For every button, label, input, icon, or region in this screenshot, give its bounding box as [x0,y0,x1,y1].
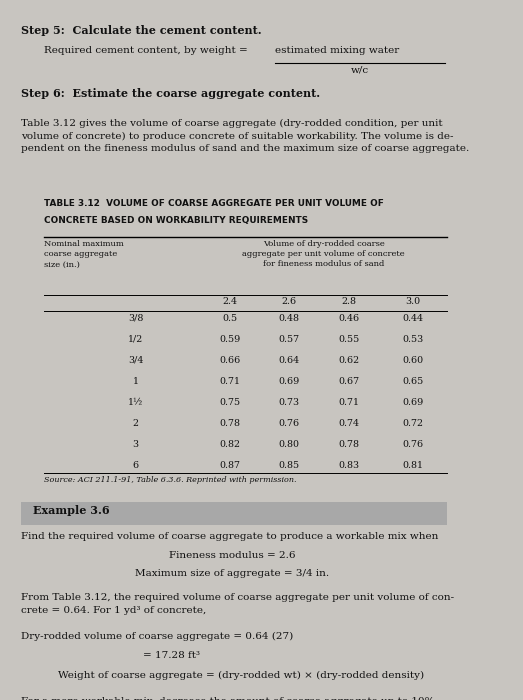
Text: 0.85: 0.85 [279,461,300,470]
Text: Maximum size of aggregate = 3/4 in.: Maximum size of aggregate = 3/4 in. [135,569,329,578]
Text: Required cement content, by weight =: Required cement content, by weight = [44,46,248,55]
Text: 0.66: 0.66 [219,356,240,365]
Text: 0.78: 0.78 [338,440,359,449]
Text: 1/2: 1/2 [128,335,143,344]
Text: 3: 3 [133,440,139,449]
Text: 0.87: 0.87 [219,461,240,470]
Text: Find the required volume of coarse aggregate to produce a workable mix when: Find the required volume of coarse aggre… [21,532,438,541]
Text: Volume of dry-rodded coarse
aggregate per unit volume of concrete
for fineness m: Volume of dry-rodded coarse aggregate pe… [242,239,405,269]
FancyBboxPatch shape [21,501,447,524]
Text: 0.65: 0.65 [402,377,424,386]
Text: 2.8: 2.8 [342,297,356,306]
Text: 0.57: 0.57 [279,335,300,344]
Text: From Table 3.12, the required volume of coarse aggregate per unit volume of con-: From Table 3.12, the required volume of … [21,594,454,615]
Text: 0.81: 0.81 [403,461,424,470]
Text: = 17.28 ft³: = 17.28 ft³ [143,651,200,660]
Text: 2.6: 2.6 [282,297,297,306]
Text: 0.59: 0.59 [219,335,240,344]
Text: 2: 2 [133,419,139,428]
Text: 0.71: 0.71 [219,377,240,386]
Text: 3/8: 3/8 [128,314,143,323]
Text: 1½: 1½ [128,398,143,407]
Text: Dry-rodded volume of coarse aggregate = 0.64 (27): Dry-rodded volume of coarse aggregate = … [21,632,293,641]
Text: CONCRETE BASED ON WORKABILITY REQUIREMENTS: CONCRETE BASED ON WORKABILITY REQUIREMEN… [44,216,308,225]
Text: 0.72: 0.72 [403,419,424,428]
Text: 0.5: 0.5 [222,314,237,323]
Text: 0.74: 0.74 [338,419,359,428]
Text: 0.48: 0.48 [279,314,300,323]
Text: 0.75: 0.75 [219,398,240,407]
Text: Nominal maximum
coarse aggregate
size (in.): Nominal maximum coarse aggregate size (i… [44,239,124,269]
Text: 0.71: 0.71 [338,398,359,407]
Text: Example 3.6: Example 3.6 [32,505,109,517]
Text: 0.82: 0.82 [219,440,240,449]
Text: 0.76: 0.76 [402,440,424,449]
Text: 3/4: 3/4 [128,356,143,365]
Text: Weight of coarse aggregate = (dry-rodded wt) × (dry-rodded density): Weight of coarse aggregate = (dry-rodded… [58,671,424,680]
Text: 0.64: 0.64 [279,356,300,365]
Text: 0.69: 0.69 [279,377,300,386]
Text: 3.0: 3.0 [405,297,420,306]
Text: w/c: w/c [351,65,369,74]
Text: 2.4: 2.4 [222,297,237,306]
Text: 0.76: 0.76 [279,419,300,428]
Text: 1: 1 [133,377,139,386]
Text: 0.69: 0.69 [402,398,424,407]
Text: Step 6:  Estimate the coarse aggregate content.: Step 6: Estimate the coarse aggregate co… [21,88,320,99]
Text: 0.83: 0.83 [338,461,359,470]
Text: Source: ACI 211.1-91, Table 6.3.6. Reprinted with permission.: Source: ACI 211.1-91, Table 6.3.6. Repri… [44,476,297,484]
Text: For a more workable mix, decrease the amount of coarse aggregate up to 10%.: For a more workable mix, decrease the am… [21,697,438,700]
Text: 0.80: 0.80 [279,440,300,449]
Text: TABLE 3.12  VOLUME OF COARSE AGGREGATE PER UNIT VOLUME OF: TABLE 3.12 VOLUME OF COARSE AGGREGATE PE… [44,199,384,208]
Text: 0.73: 0.73 [279,398,300,407]
Text: 0.78: 0.78 [219,419,240,428]
Text: 0.46: 0.46 [338,314,359,323]
Text: 0.53: 0.53 [402,335,424,344]
Text: estimated mixing water: estimated mixing water [276,46,400,55]
Text: 6: 6 [133,461,139,470]
Text: 0.60: 0.60 [402,356,424,365]
Text: Table 3.12 gives the volume of coarse aggregate (dry-rodded condition, per unit
: Table 3.12 gives the volume of coarse ag… [21,119,469,153]
Text: 0.55: 0.55 [338,335,359,344]
Text: 0.62: 0.62 [338,356,359,365]
Text: Step 5:  Calculate the cement content.: Step 5: Calculate the cement content. [21,25,262,36]
Text: Fineness modulus = 2.6: Fineness modulus = 2.6 [169,552,295,560]
Text: 0.67: 0.67 [338,377,359,386]
Text: 0.44: 0.44 [403,314,424,323]
